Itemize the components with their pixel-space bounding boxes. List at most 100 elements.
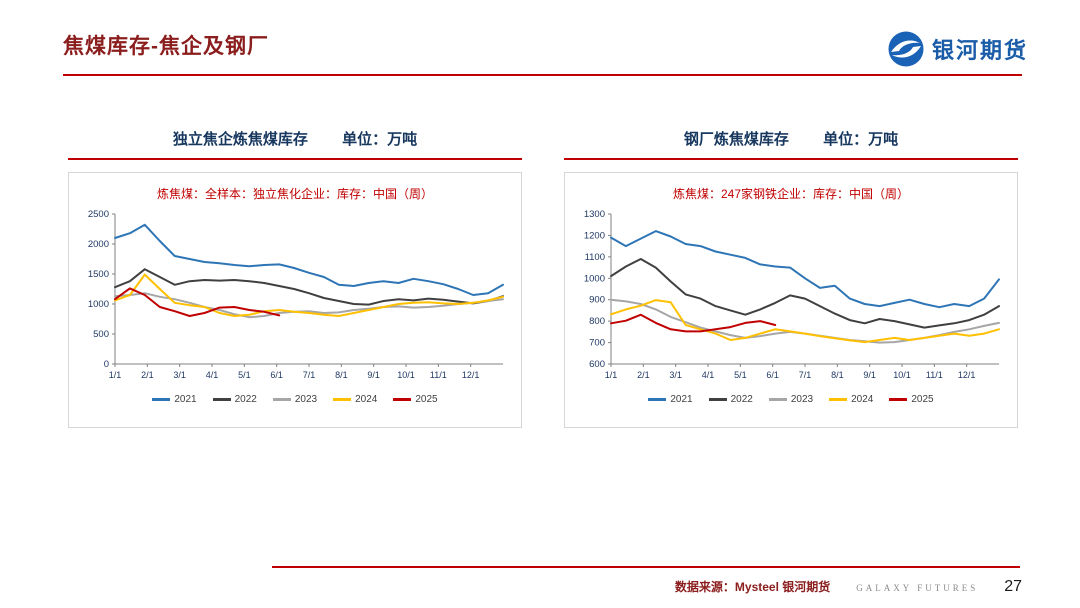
x-tick-label: 5/1: [734, 370, 747, 380]
chart-svg: 600 700 800 900 1000 1100 1200 1300 1/1 2/1 3/1 4/1…: [584, 209, 1000, 380]
panel-heading-row: 钢厂炼焦煤库存 单位：万吨: [564, 128, 1018, 149]
panel-underline: [68, 158, 522, 160]
x-tick-label: 3/1: [173, 370, 186, 380]
series-line-2022: [610, 258, 1000, 329]
x-tick-label: 7/1: [799, 370, 812, 380]
x-tick-label: 9/1: [863, 370, 876, 380]
series-line-2022: [114, 268, 504, 306]
x-tick-label: 7/1: [303, 370, 316, 380]
chart-svg: 0 500 1000 1500 2000 2500 1/1 2/1 3/1 4/1 5/1 6/1 7/…: [88, 209, 504, 380]
galaxy-logo-icon: [888, 31, 924, 67]
y-tick-label: 1500: [88, 269, 109, 280]
legend-label: 2024: [851, 394, 874, 405]
legend-item-2023: 2023: [768, 394, 814, 405]
x-tick-label: 9/1: [367, 370, 380, 380]
legend-swatch: [212, 398, 231, 401]
y-tick-label: 600: [589, 359, 605, 370]
chart-title: 炼焦煤：247家钢铁企业：库存：中国（周）: [672, 187, 910, 201]
x-tick-label: 3/1: [669, 370, 682, 380]
x-tick-label: 5/1: [238, 370, 251, 380]
panel-heading: 钢厂炼焦煤库存: [683, 131, 789, 148]
page-title: 焦煤库存-焦企及钢厂: [63, 35, 269, 58]
x-tick-label: 6/1: [766, 370, 779, 380]
chart-title: 炼焦煤：全样本：独立焦化企业：库存：中国（周）: [156, 187, 433, 201]
footer-divider: [272, 566, 1020, 568]
y-tick-label: 1000: [88, 299, 109, 310]
brand-text: GALAXY FUTURES: [856, 583, 979, 593]
x-tick-label: 11/1: [430, 370, 447, 380]
x-tick-label: 2/1: [141, 370, 154, 380]
series-line-2023: [114, 292, 504, 319]
legend-label: 2021: [174, 394, 197, 405]
panel-unit: 单位：万吨: [823, 131, 899, 148]
series-line-2025: [610, 313, 777, 333]
legend-swatch: [708, 398, 727, 401]
legend-item-2022: 2022: [212, 394, 257, 405]
chart-panel-coke-plants: 独立焦企炼焦煤库存 单位：万吨 炼焦煤：全样本：独立焦化企业：库存：中国（周） …: [68, 128, 522, 428]
x-tick-label: 12/1: [958, 370, 976, 380]
line-chart-coke-plants: 0 500 1000 1500 2000 2500 1/1 2/1 3/1 4/1 5/1 6/1 7/…: [75, 206, 515, 384]
legend-label: 2025: [911, 394, 934, 405]
legend-item-2025: 2025: [889, 394, 934, 405]
x-tick-label: 4/1: [206, 370, 219, 380]
legend-item-2023: 2023: [272, 394, 318, 405]
legend-swatch: [648, 398, 667, 401]
page-number: 27: [1004, 578, 1022, 595]
x-tick-label: 12/1: [462, 370, 480, 380]
logo: 银河期货: [887, 30, 1028, 68]
legend-item-2022: 2022: [708, 394, 753, 405]
chart-panel-steel-mills: 钢厂炼焦煤库存 单位：万吨 炼焦煤：247家钢铁企业：库存：中国（周） 600 7…: [564, 128, 1018, 428]
y-tick-label: 2500: [88, 209, 109, 220]
series-line-2024: [610, 299, 1000, 344]
chart-frame: 炼焦煤：全样本：独立焦化企业：库存：中国（周） 0 500 1000 1500 2000…: [68, 172, 522, 428]
series-line-2024: [114, 273, 504, 317]
y-tick-label: 800: [589, 316, 605, 327]
series-line-2021: [114, 223, 504, 296]
panel-underline: [564, 158, 1018, 160]
legend-label: 2022: [234, 394, 257, 405]
title-divider: [63, 74, 1022, 76]
logo-text: 银河期货: [931, 38, 1028, 63]
legend-swatch: [768, 398, 787, 401]
data-source: 数据来源：Mysteel 银河期货: [674, 580, 831, 594]
y-tick-label: 0: [104, 359, 109, 370]
legend-label: 2021: [670, 394, 693, 405]
series-line-2021: [610, 230, 1000, 309]
y-tick-label: 1300: [584, 209, 605, 220]
panel-heading: 独立焦企炼焦煤库存: [172, 131, 308, 148]
line-chart-steel-mills: 600 700 800 900 1000 1100 1200 1300 1/1 2/1 3/1 4/1…: [571, 206, 1011, 384]
y-tick-label: 1200: [584, 230, 605, 241]
legend-item-2024: 2024: [829, 394, 873, 405]
chart-legend: 2021 2022 2023 2024 2025: [571, 394, 1011, 405]
legend-label: 2023: [294, 394, 318, 405]
legend-item-2025: 2025: [393, 394, 438, 405]
chart-frame: 炼焦煤：247家钢铁企业：库存：中国（周） 600 700 800 900 1000 11…: [564, 172, 1018, 428]
y-tick-label: 1000: [584, 273, 605, 284]
legend-item-2024: 2024: [333, 394, 377, 405]
x-tick-label: 6/1: [270, 370, 283, 380]
legend-label: 2024: [355, 394, 378, 405]
x-tick-label: 8/1: [831, 370, 844, 380]
series-line-2025: [114, 287, 281, 317]
x-tick-label: 1/1: [605, 370, 618, 380]
legend-label: 2023: [790, 394, 814, 405]
footer: 数据来源：Mysteel 银河期货 GALAXY FUTURES 27: [675, 578, 1022, 596]
x-tick-label: 10/1: [397, 370, 415, 380]
x-tick-label: 10/1: [893, 370, 911, 380]
legend-label: 2025: [415, 394, 438, 405]
x-tick-label: 11/1: [926, 370, 943, 380]
y-tick-label: 900: [589, 295, 605, 306]
y-tick-label: 500: [93, 329, 109, 340]
legend-swatch: [333, 398, 352, 401]
chart-legend: 2021 2022 2023 2024 2025: [75, 394, 515, 405]
x-tick-label: 4/1: [702, 370, 715, 380]
panel-heading-row: 独立焦企炼焦煤库存 单位：万吨: [68, 128, 522, 149]
y-tick-label: 1100: [585, 252, 605, 263]
legend-swatch: [393, 398, 412, 401]
legend-swatch: [889, 398, 908, 401]
y-tick-label: 2000: [88, 239, 109, 250]
legend-label: 2022: [730, 394, 753, 405]
y-tick-label: 700: [589, 338, 605, 349]
legend-swatch: [152, 398, 171, 401]
